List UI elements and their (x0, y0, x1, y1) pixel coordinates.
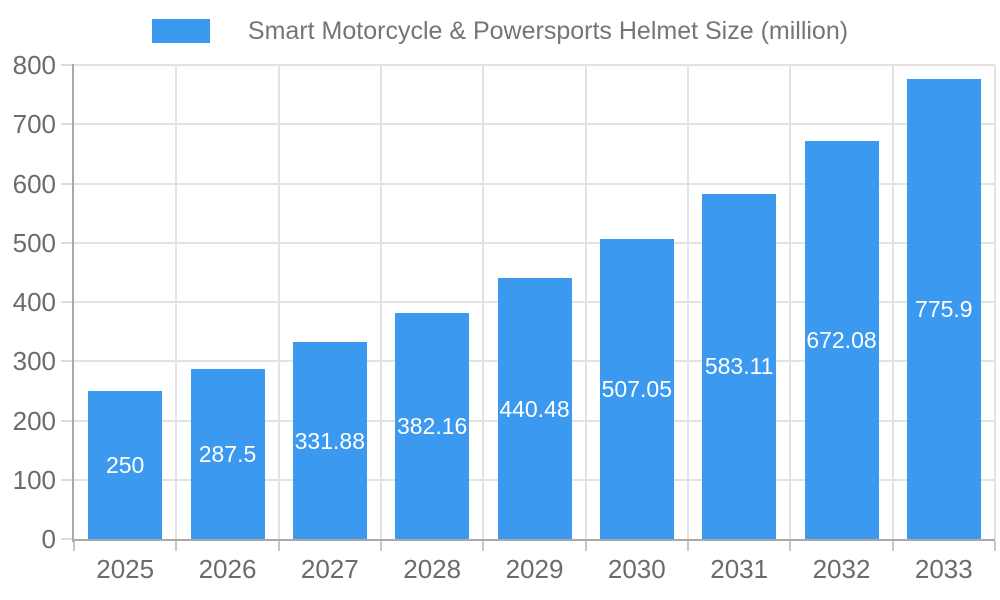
y-axis-label: 0 (41, 524, 56, 554)
x-axis-label: 2033 (914, 554, 973, 584)
y-axis-tick (61, 123, 74, 126)
bar-value-label: 672.08 (806, 326, 877, 353)
x-axis-tick (789, 541, 792, 551)
y-gridline (74, 241, 995, 244)
x-axis-label: 2028 (403, 554, 462, 584)
x-axis-tick (994, 541, 996, 551)
y-gridline (74, 182, 995, 185)
y-axis-label: 800 (12, 50, 56, 80)
bar-value-label: 382.16 (396, 412, 468, 439)
x-gridline (789, 65, 792, 539)
x-axis-tick (584, 541, 587, 551)
y-axis-label: 500 (12, 227, 56, 258)
y-axis-label: 400 (12, 287, 56, 317)
chart-legend[interactable]: Smart Motorcycle & Powersports Helmet Si… (0, 16, 1000, 46)
y-axis-tick (61, 182, 74, 185)
x-gridline (584, 65, 587, 539)
bar[interactable] (497, 278, 572, 539)
y-axis-label: 200 (12, 405, 56, 436)
y-axis-label: 100 (12, 464, 56, 495)
bar[interactable] (395, 312, 470, 539)
x-gridline (482, 65, 485, 539)
x-gridline (687, 65, 689, 539)
x-axis-tick (687, 541, 689, 551)
y-axis-tick (61, 301, 74, 303)
x-axis-tick (482, 541, 485, 551)
y-axis-tick (61, 64, 74, 66)
x-gridline (380, 65, 382, 539)
x-axis-tick (891, 541, 894, 551)
x-axis-line (72, 539, 995, 541)
bar[interactable] (702, 193, 777, 539)
bar[interactable] (804, 140, 879, 539)
legend-swatch (151, 19, 210, 43)
x-axis-label: 2032 (812, 554, 871, 584)
y-axis-tick (61, 419, 74, 422)
chart-title: Smart Motorcycle & Powersports Helmet Si… (247, 17, 849, 45)
x-axis-label: 2025 (96, 554, 155, 584)
y-axis-line (72, 64, 74, 542)
x-axis-label: 2030 (607, 554, 666, 584)
y-axis-label: 300 (12, 346, 56, 377)
x-axis-label: 2026 (198, 554, 257, 584)
bar-value-label: 331.88 (294, 427, 365, 454)
x-axis-tick (73, 541, 75, 551)
x-gridline (891, 65, 894, 539)
bar-value-label: 287.5 (198, 440, 257, 467)
y-axis-tick (61, 538, 74, 540)
bar[interactable] (88, 390, 163, 539)
x-gridline (175, 65, 178, 539)
bar-value-label: 507.05 (601, 375, 672, 402)
x-axis-tick (175, 541, 178, 551)
bar-value-label: 250 (105, 451, 145, 478)
x-gridline (994, 65, 996, 539)
bar-value-label: 583.11 (704, 353, 774, 380)
x-axis-tick (277, 541, 280, 551)
x-axis-label: 2031 (710, 554, 769, 584)
y-axis-label: 700 (12, 109, 56, 140)
y-axis-tick (61, 241, 74, 244)
y-gridline (74, 123, 995, 126)
y-gridline (74, 64, 995, 66)
y-axis-tick (61, 478, 74, 481)
x-axis-label: 2027 (300, 554, 359, 584)
y-axis-tick (61, 360, 74, 363)
bar-value-label: 775.9 (915, 296, 973, 323)
x-axis-tick (380, 541, 382, 551)
bar[interactable] (599, 238, 674, 539)
x-gridline (277, 65, 280, 539)
bar[interactable] (906, 79, 981, 539)
bar[interactable] (292, 342, 367, 539)
bar-value-label: 440.48 (499, 395, 570, 422)
bar[interactable] (190, 368, 265, 539)
x-axis-label: 2029 (505, 554, 564, 584)
y-axis-label: 600 (12, 168, 56, 199)
